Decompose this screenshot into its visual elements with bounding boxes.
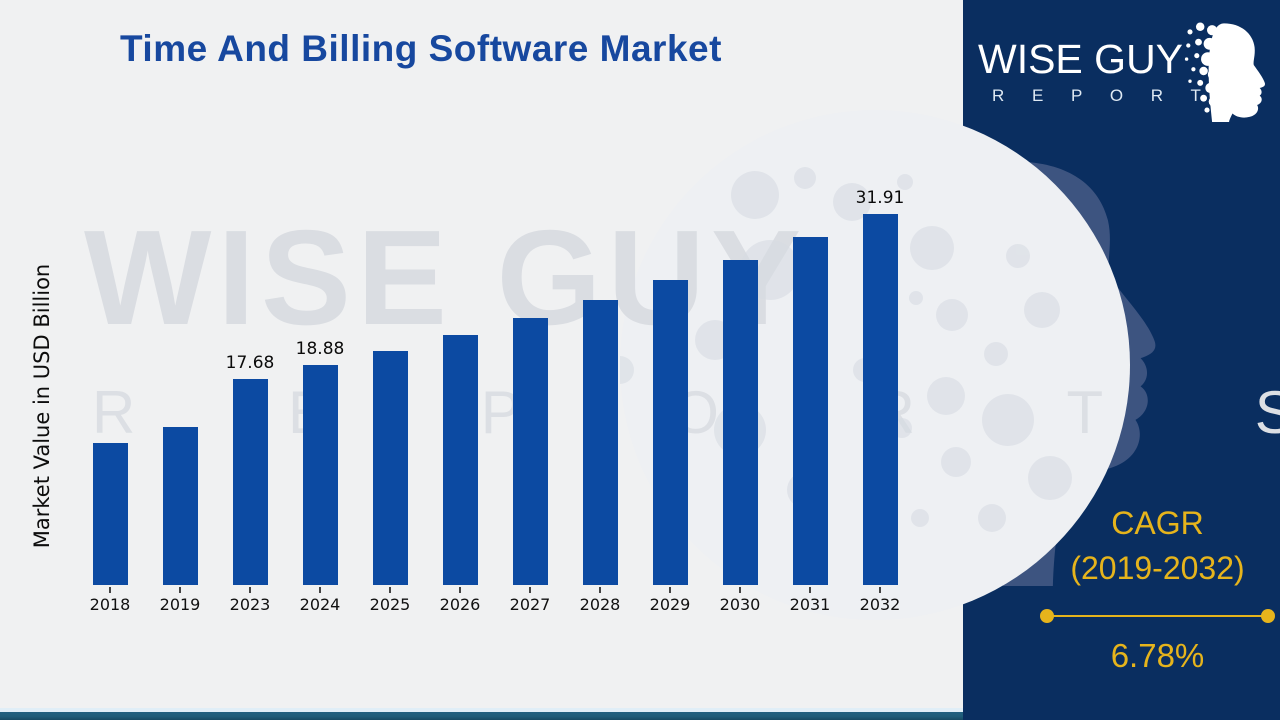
x-label-2027: 2027 (509, 595, 551, 614)
x-tick-2029 (669, 587, 671, 593)
brand-subtitle: R E P O R T S (992, 86, 1252, 105)
value-label-2032: 31.91 (855, 188, 905, 208)
value-label-2024: 18.88 (295, 339, 345, 359)
bar-2019 (162, 427, 198, 585)
cagr-period: (2019-2032) (1070, 550, 1245, 586)
cagr-value: 6.78% (1110, 637, 1205, 674)
value-label-2023: 17.68 (225, 353, 275, 373)
x-tick-2018 (109, 587, 111, 593)
bar-2024 (302, 365, 338, 585)
divider-rule (1046, 615, 1269, 617)
x-label-2023: 2023 (229, 595, 271, 614)
x-tick-2019 (179, 587, 181, 593)
bar-2027 (512, 318, 548, 585)
bar-2026 (442, 335, 478, 585)
brand-name: WISE GUY (978, 36, 1184, 82)
bar-2031 (792, 237, 828, 585)
x-label-2030: 2030 (719, 595, 761, 614)
x-tick-2027 (529, 587, 531, 593)
cagr-divider-line (1040, 609, 1275, 623)
x-label-2032: 2032 (859, 595, 901, 614)
x-label-2025: 2025 (369, 595, 411, 614)
logo-head-icon (1184, 22, 1266, 122)
cagr-block: CAGR (2019-2032) 6.78% (1040, 505, 1275, 675)
bar-2030 (722, 260, 758, 585)
x-tick-2026 (459, 587, 461, 593)
x-label-2026: 2026 (439, 595, 481, 614)
x-label-2031: 2031 (789, 595, 831, 614)
bar-2029 (652, 280, 688, 585)
brand-logo: WISE GUY R E P O R T S (978, 36, 1252, 106)
bottom-accent-strip (0, 712, 1280, 720)
chart-plot: 2018 2019 2023 17.68 2024 18.88 2025 2026 2027 20… (89, 188, 905, 614)
bar-2023 (232, 379, 268, 585)
bar-2018 (92, 443, 128, 585)
x-label-2024: 2024 (299, 595, 341, 614)
x-tick-2024 (319, 587, 321, 593)
x-tick-2028 (599, 587, 601, 593)
bottom-light-line (0, 708, 1280, 712)
chart-title: Time And Billing Software Market (120, 28, 722, 69)
bar-2025 (372, 351, 408, 585)
x-tick-2030 (739, 587, 741, 593)
x-tick-2032 (879, 587, 881, 593)
x-tick-2023 (249, 587, 251, 593)
x-tick-2031 (809, 587, 811, 593)
bar-2032 (862, 214, 898, 585)
x-label-2028: 2028 (579, 595, 621, 614)
bar-2028 (582, 300, 618, 585)
x-label-2018: 2018 (89, 595, 131, 614)
x-label-2019: 2019 (159, 595, 201, 614)
x-label-2029: 2029 (649, 595, 691, 614)
cagr-label: CAGR (1111, 505, 1204, 541)
x-tick-2025 (389, 587, 391, 593)
divider-right-dot (1261, 609, 1275, 623)
